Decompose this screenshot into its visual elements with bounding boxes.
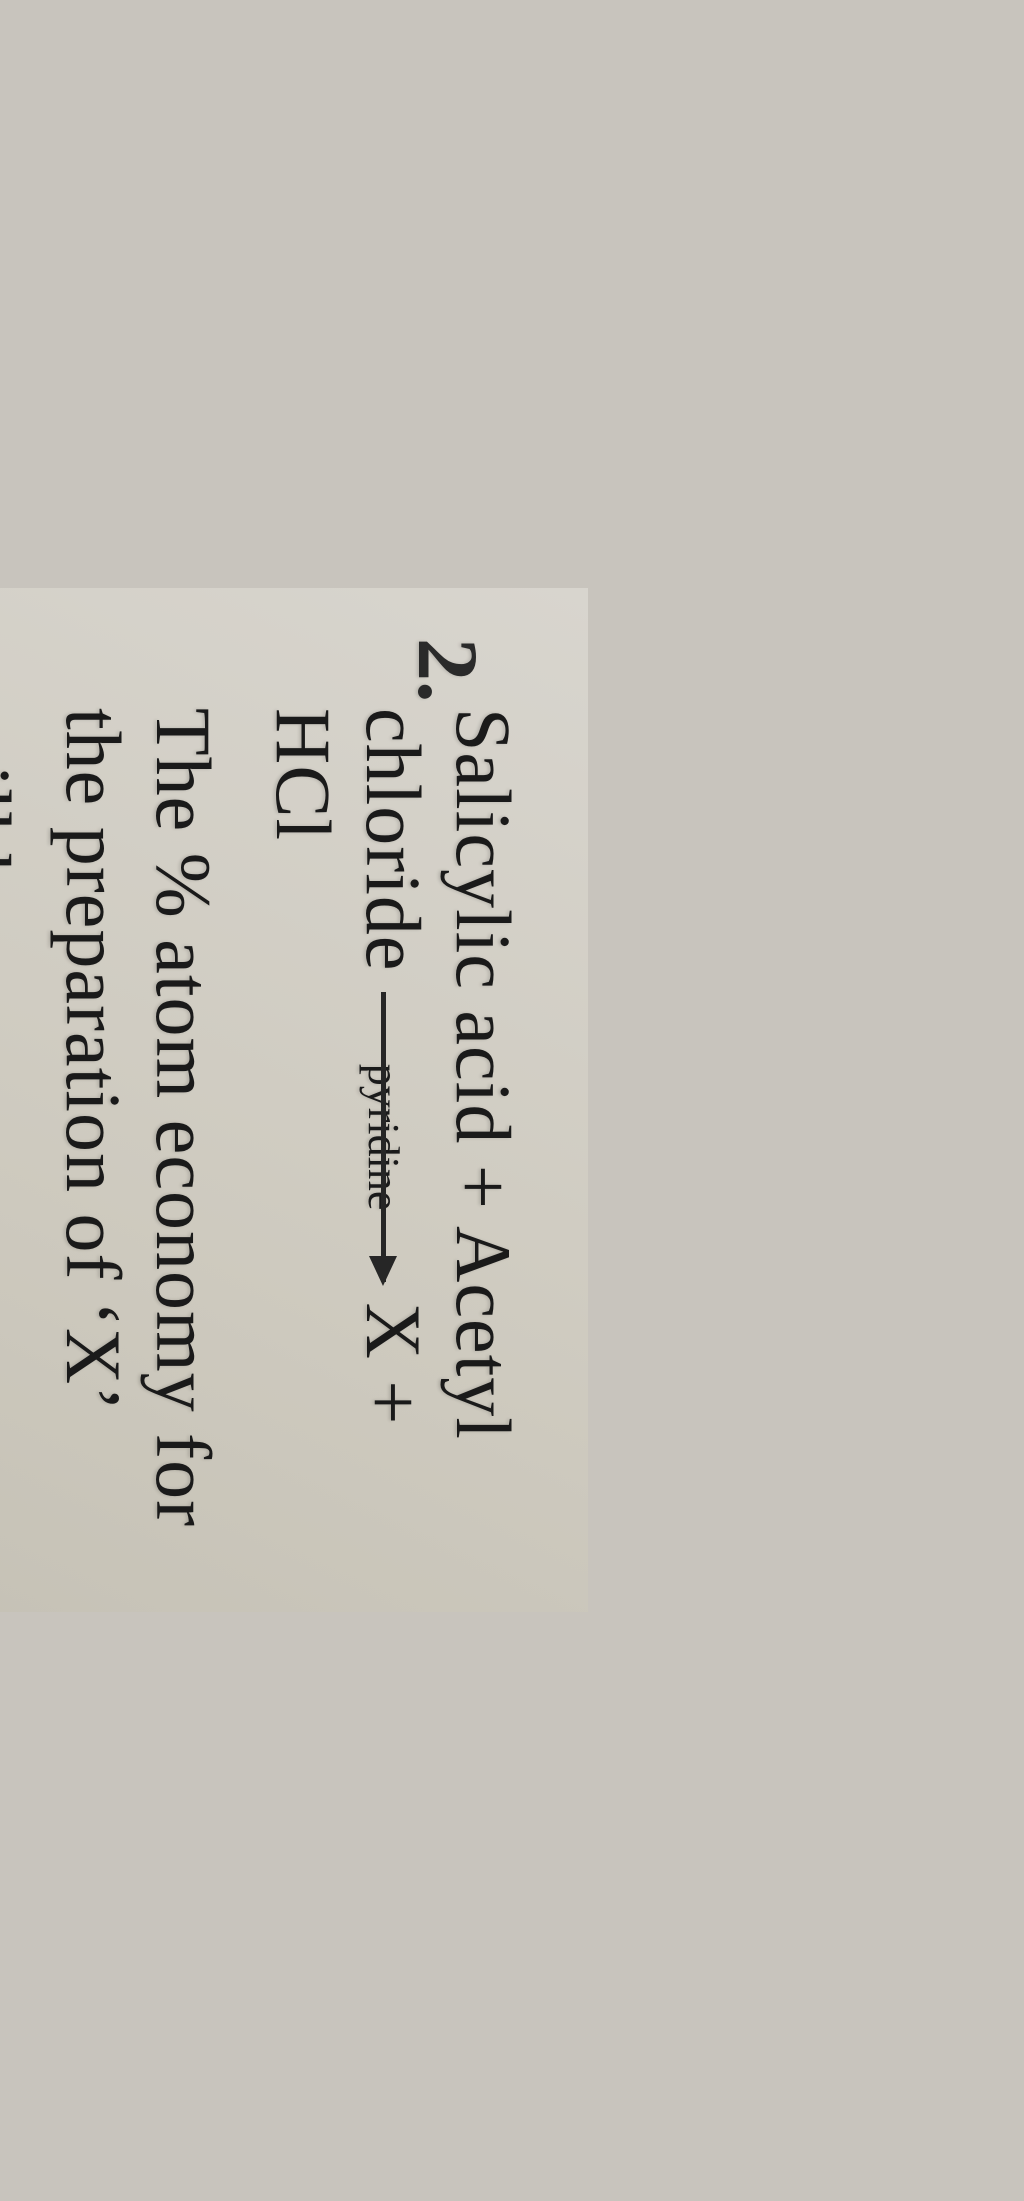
question-page: 2. Salicylic acid + Acetyl chloride pyri… [0,588,588,1612]
question-block: 2. Salicylic acid + Acetyl chloride pyri… [0,708,528,1572]
question-number: 2. [398,638,498,703]
arrow-shaft-icon [381,992,386,1282]
reaction-arrow: pyridine [381,992,409,1282]
reaction-line: Salicylic acid + Acetyl chloride pyridin… [258,708,528,1572]
stem-prefix: will be [0,708,27,929]
stem-line-3: will be . [0,708,28,1572]
stem-suffix: . [0,1270,27,1291]
stem-line-2: The % atom economy for the preparation o… [48,708,228,1572]
